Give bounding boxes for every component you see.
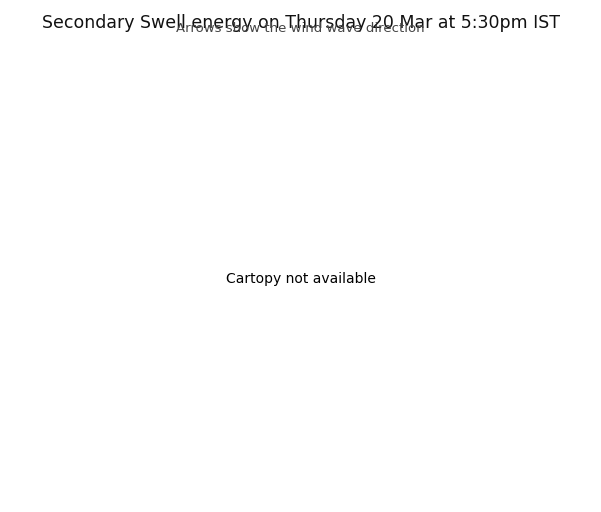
Text: Cartopy not available: Cartopy not available: [225, 271, 376, 286]
Text: Arrows show the wind wave direction: Arrows show the wind wave direction: [176, 22, 425, 35]
Text: Secondary Swell energy on Thursday 20 Mar at 5:30pm IST: Secondary Swell energy on Thursday 20 Ma…: [41, 13, 560, 32]
